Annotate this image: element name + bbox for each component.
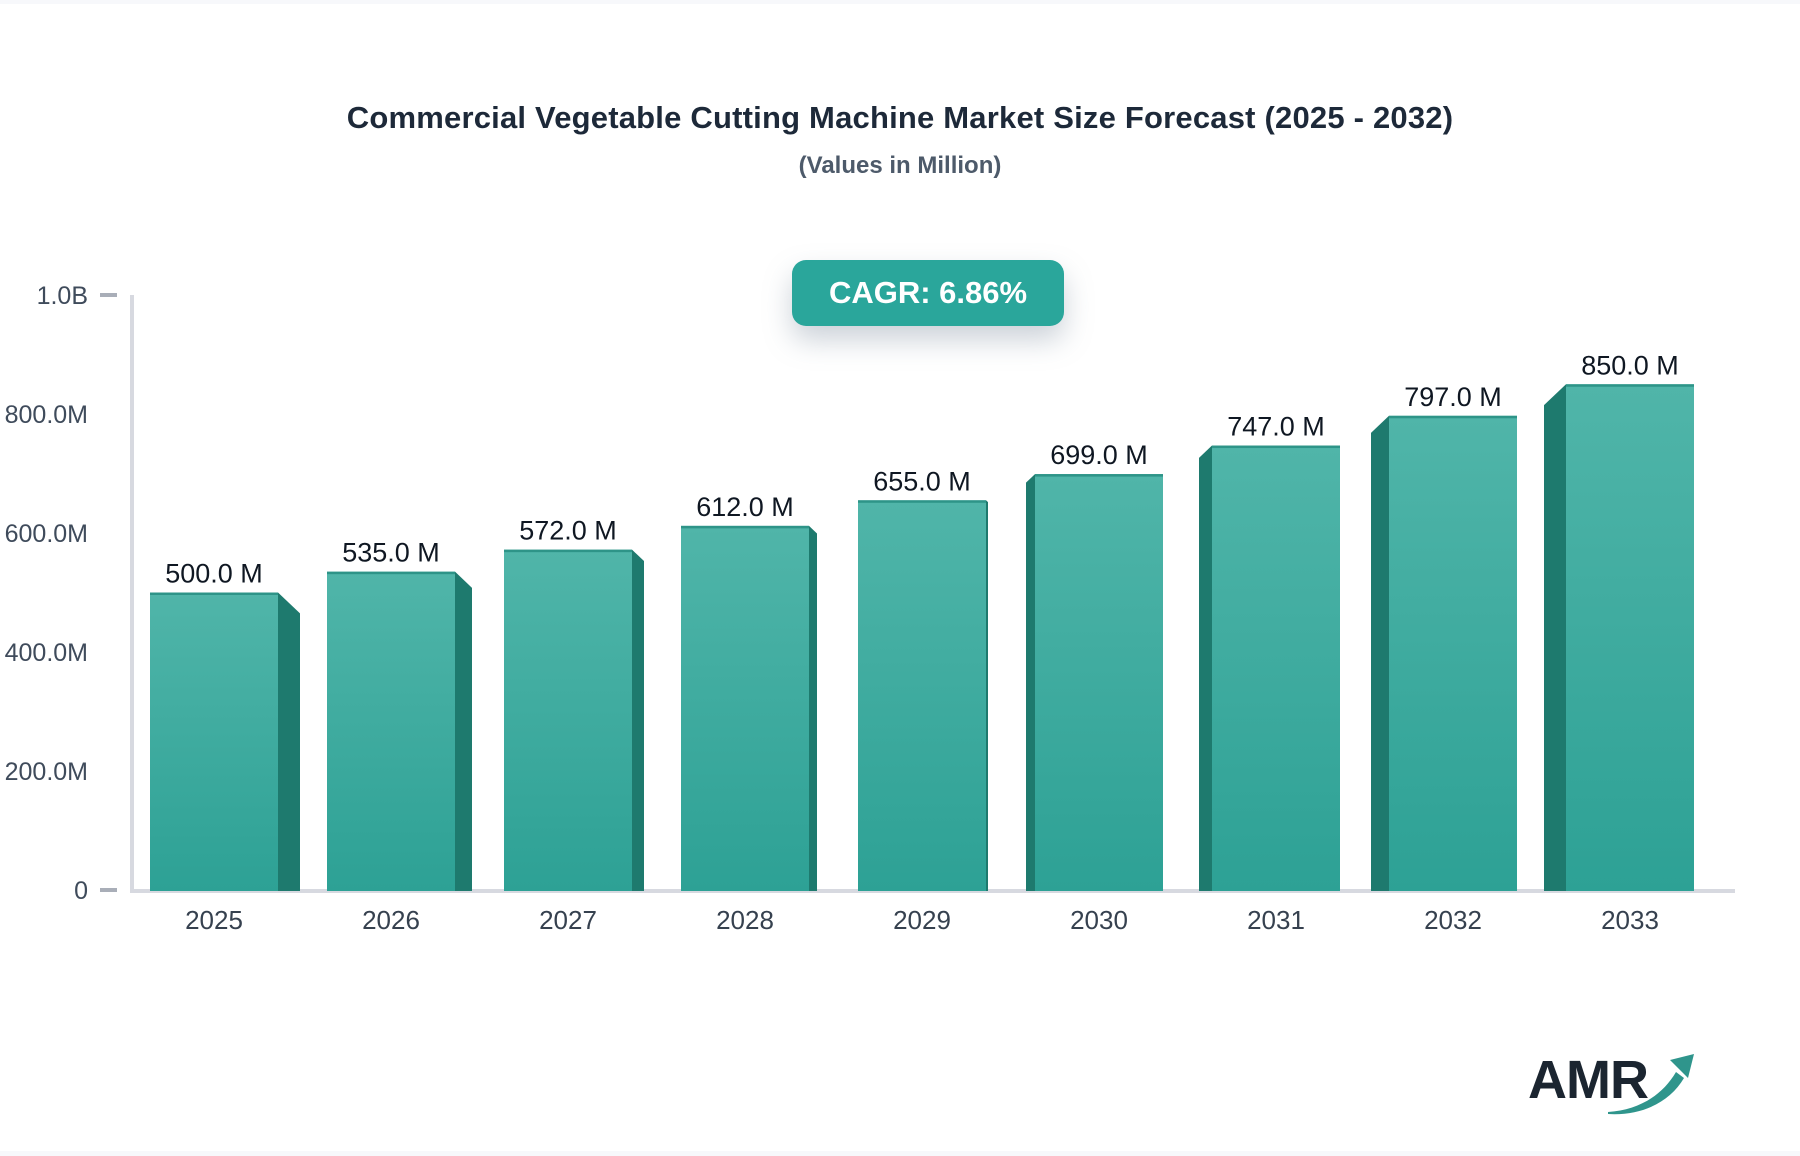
- bar-front-face: [1035, 474, 1163, 891]
- bar-top-edge: [858, 500, 986, 503]
- bar-2026[interactable]: 535.0 M 2026: [327, 538, 472, 935]
- x-axis-label: 2028: [716, 905, 774, 935]
- bar-2032[interactable]: 797.0 M 2032: [1371, 382, 1517, 935]
- bar-side-face: [632, 549, 644, 891]
- cagr-badge: CAGR: 6.86%: [792, 260, 1064, 326]
- bar-top-edge: [681, 525, 809, 529]
- amr-logo-text: AMR: [1528, 1050, 1648, 1110]
- bar-value-label: 797.0 M: [1404, 382, 1502, 412]
- bar-side-face: [1199, 445, 1212, 891]
- bar-value-label: 747.0 M: [1227, 412, 1325, 442]
- y-axis-label: 1.0B: [37, 282, 88, 310]
- bar-2025[interactable]: 500.0 M 2025: [150, 559, 300, 936]
- amr-logo-arrowhead-icon: [1670, 1054, 1694, 1078]
- bar-value-label: 699.0 M: [1050, 440, 1148, 470]
- bar-front-face: [327, 571, 455, 891]
- bar-side-face: [455, 571, 472, 891]
- bar-side-face: [1371, 415, 1389, 891]
- amr-logo-swoosh-icon: [1608, 1072, 1684, 1115]
- x-axis-label: 2025: [185, 905, 243, 935]
- bar-top-edge: [150, 592, 278, 595]
- bar-top-edge: [327, 571, 455, 575]
- x-axis-label: 2026: [362, 905, 420, 935]
- x-axis-label: 2033: [1601, 905, 1659, 935]
- bar-2031[interactable]: 747.0 M 2031: [1199, 412, 1340, 935]
- x-axis-label: 2029: [893, 905, 951, 935]
- chart-title: Commercial Vegetable Cutting Machine Mar…: [346, 100, 1454, 135]
- y-tick-mark: [100, 293, 117, 297]
- bar-front-face: [504, 549, 632, 891]
- bar-side-face: [1026, 474, 1035, 891]
- bar-front-face: [150, 592, 278, 891]
- amr-logo: AMR: [1528, 1050, 1694, 1115]
- bar-value-label: 500.0 M: [165, 559, 263, 589]
- bar-value-label: 572.0 M: [519, 516, 617, 546]
- bar-side-face: [1544, 384, 1566, 891]
- bar-chart-plot: 0 200.0M 400.0M 600.0M 800.0M 1.0B 500.0 M 2025…: [5, 282, 1735, 936]
- bar-2028[interactable]: 612.0 M 2028: [681, 492, 817, 935]
- y-axis-label: 400.0M: [5, 639, 88, 667]
- bar-front-face: [1389, 415, 1517, 891]
- x-axis-label: 2032: [1424, 905, 1482, 935]
- bar-2033[interactable]: 850.0 M 2033: [1544, 350, 1694, 935]
- x-axis-label: 2031: [1247, 905, 1305, 935]
- bar-front-face: [858, 500, 986, 891]
- x-axis-label: 2027: [539, 905, 597, 935]
- bar-front-face: [1566, 384, 1694, 891]
- bar-top-edge: [504, 549, 632, 553]
- bar-side-face: [986, 500, 988, 891]
- bar-2027[interactable]: 572.0 M 2027: [504, 516, 644, 935]
- bar-value-label: 850.0 M: [1581, 350, 1679, 380]
- bar-top-edge: [1566, 384, 1694, 387]
- chart-subtitle: (Values in Million): [798, 152, 1002, 179]
- y-tick-mark: [100, 888, 117, 892]
- bar-side-face: [278, 592, 300, 891]
- bar-front-face: [1212, 445, 1340, 891]
- bar-value-label: 655.0 M: [873, 466, 971, 496]
- bar-2029[interactable]: 655.0 M 2029: [858, 466, 988, 935]
- y-axis-label: 800.0M: [5, 401, 88, 429]
- y-axis-label: 600.0M: [5, 520, 88, 548]
- bar-top-edge: [1035, 474, 1163, 477]
- y-axis-label: 0: [74, 877, 88, 905]
- y-axis-line: [130, 295, 134, 893]
- x-axis-label: 2030: [1070, 905, 1128, 935]
- bar-front-face: [681, 525, 809, 891]
- bar-top-edge: [1389, 415, 1517, 419]
- bar-2030[interactable]: 699.0 M 2030: [1026, 440, 1163, 935]
- bar-value-label: 612.0 M: [696, 492, 794, 522]
- bar-side-face: [809, 525, 817, 891]
- y-axis-label: 200.0M: [5, 758, 88, 786]
- bar-value-label: 535.0 M: [342, 538, 440, 568]
- bar-top-edge: [1212, 445, 1340, 449]
- cagr-badge-label: CAGR: 6.86%: [828, 275, 1028, 310]
